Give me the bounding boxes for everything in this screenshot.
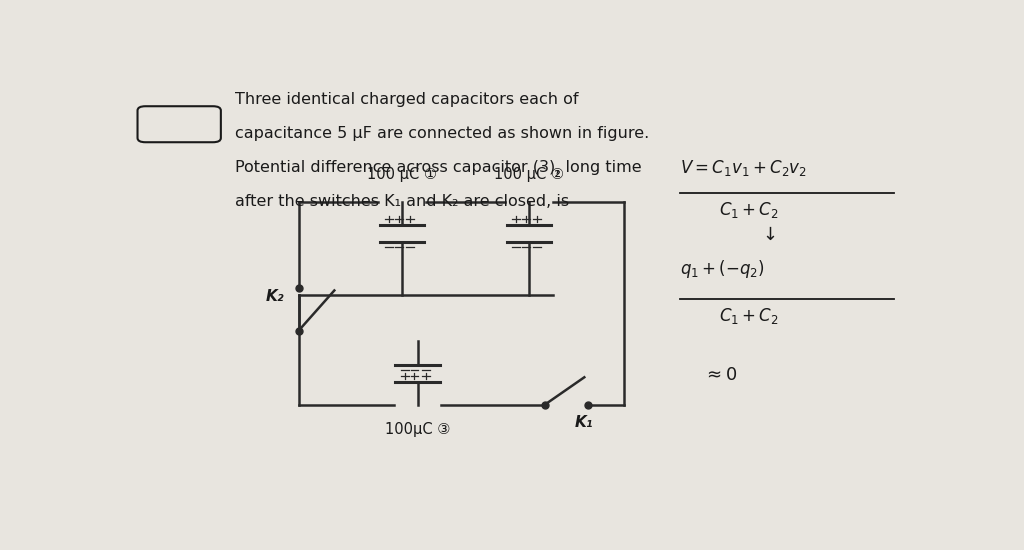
Text: $V = C_1v_1 + C_2v_2$: $V = C_1v_1 + C_2v_2$	[680, 158, 807, 178]
Text: 100 μC ①: 100 μC ①	[367, 167, 437, 183]
Text: Potential difference across capacitor (3), long time: Potential difference across capacitor (3…	[236, 160, 642, 175]
Text: capacitance 5 μF are connected as shown in figure.: capacitance 5 μF are connected as shown …	[236, 126, 649, 141]
Text: $q_1 + (-q_2)$: $q_1 + (-q_2)$	[680, 258, 764, 280]
FancyBboxPatch shape	[137, 106, 221, 142]
Text: K₁: K₁	[575, 415, 594, 431]
Text: $C_1 + C_2$: $C_1 + C_2$	[719, 306, 779, 326]
Text: 100μC ③: 100μC ③	[385, 422, 451, 437]
Text: 28.: 28.	[164, 115, 196, 133]
Text: $C_1 + C_2$: $C_1 + C_2$	[719, 200, 779, 220]
Text: after the switches K₁ and K₂ are closed, is: after the switches K₁ and K₂ are closed,…	[236, 194, 569, 209]
Text: 100 μC ②: 100 μC ②	[494, 167, 564, 183]
Text: Three identical charged capacitors each of: Three identical charged capacitors each …	[236, 92, 579, 107]
Text: K₂: K₂	[266, 289, 285, 304]
Text: $\approx 0$: $\approx 0$	[703, 366, 737, 384]
Text: $\downarrow$: $\downarrow$	[759, 227, 776, 244]
